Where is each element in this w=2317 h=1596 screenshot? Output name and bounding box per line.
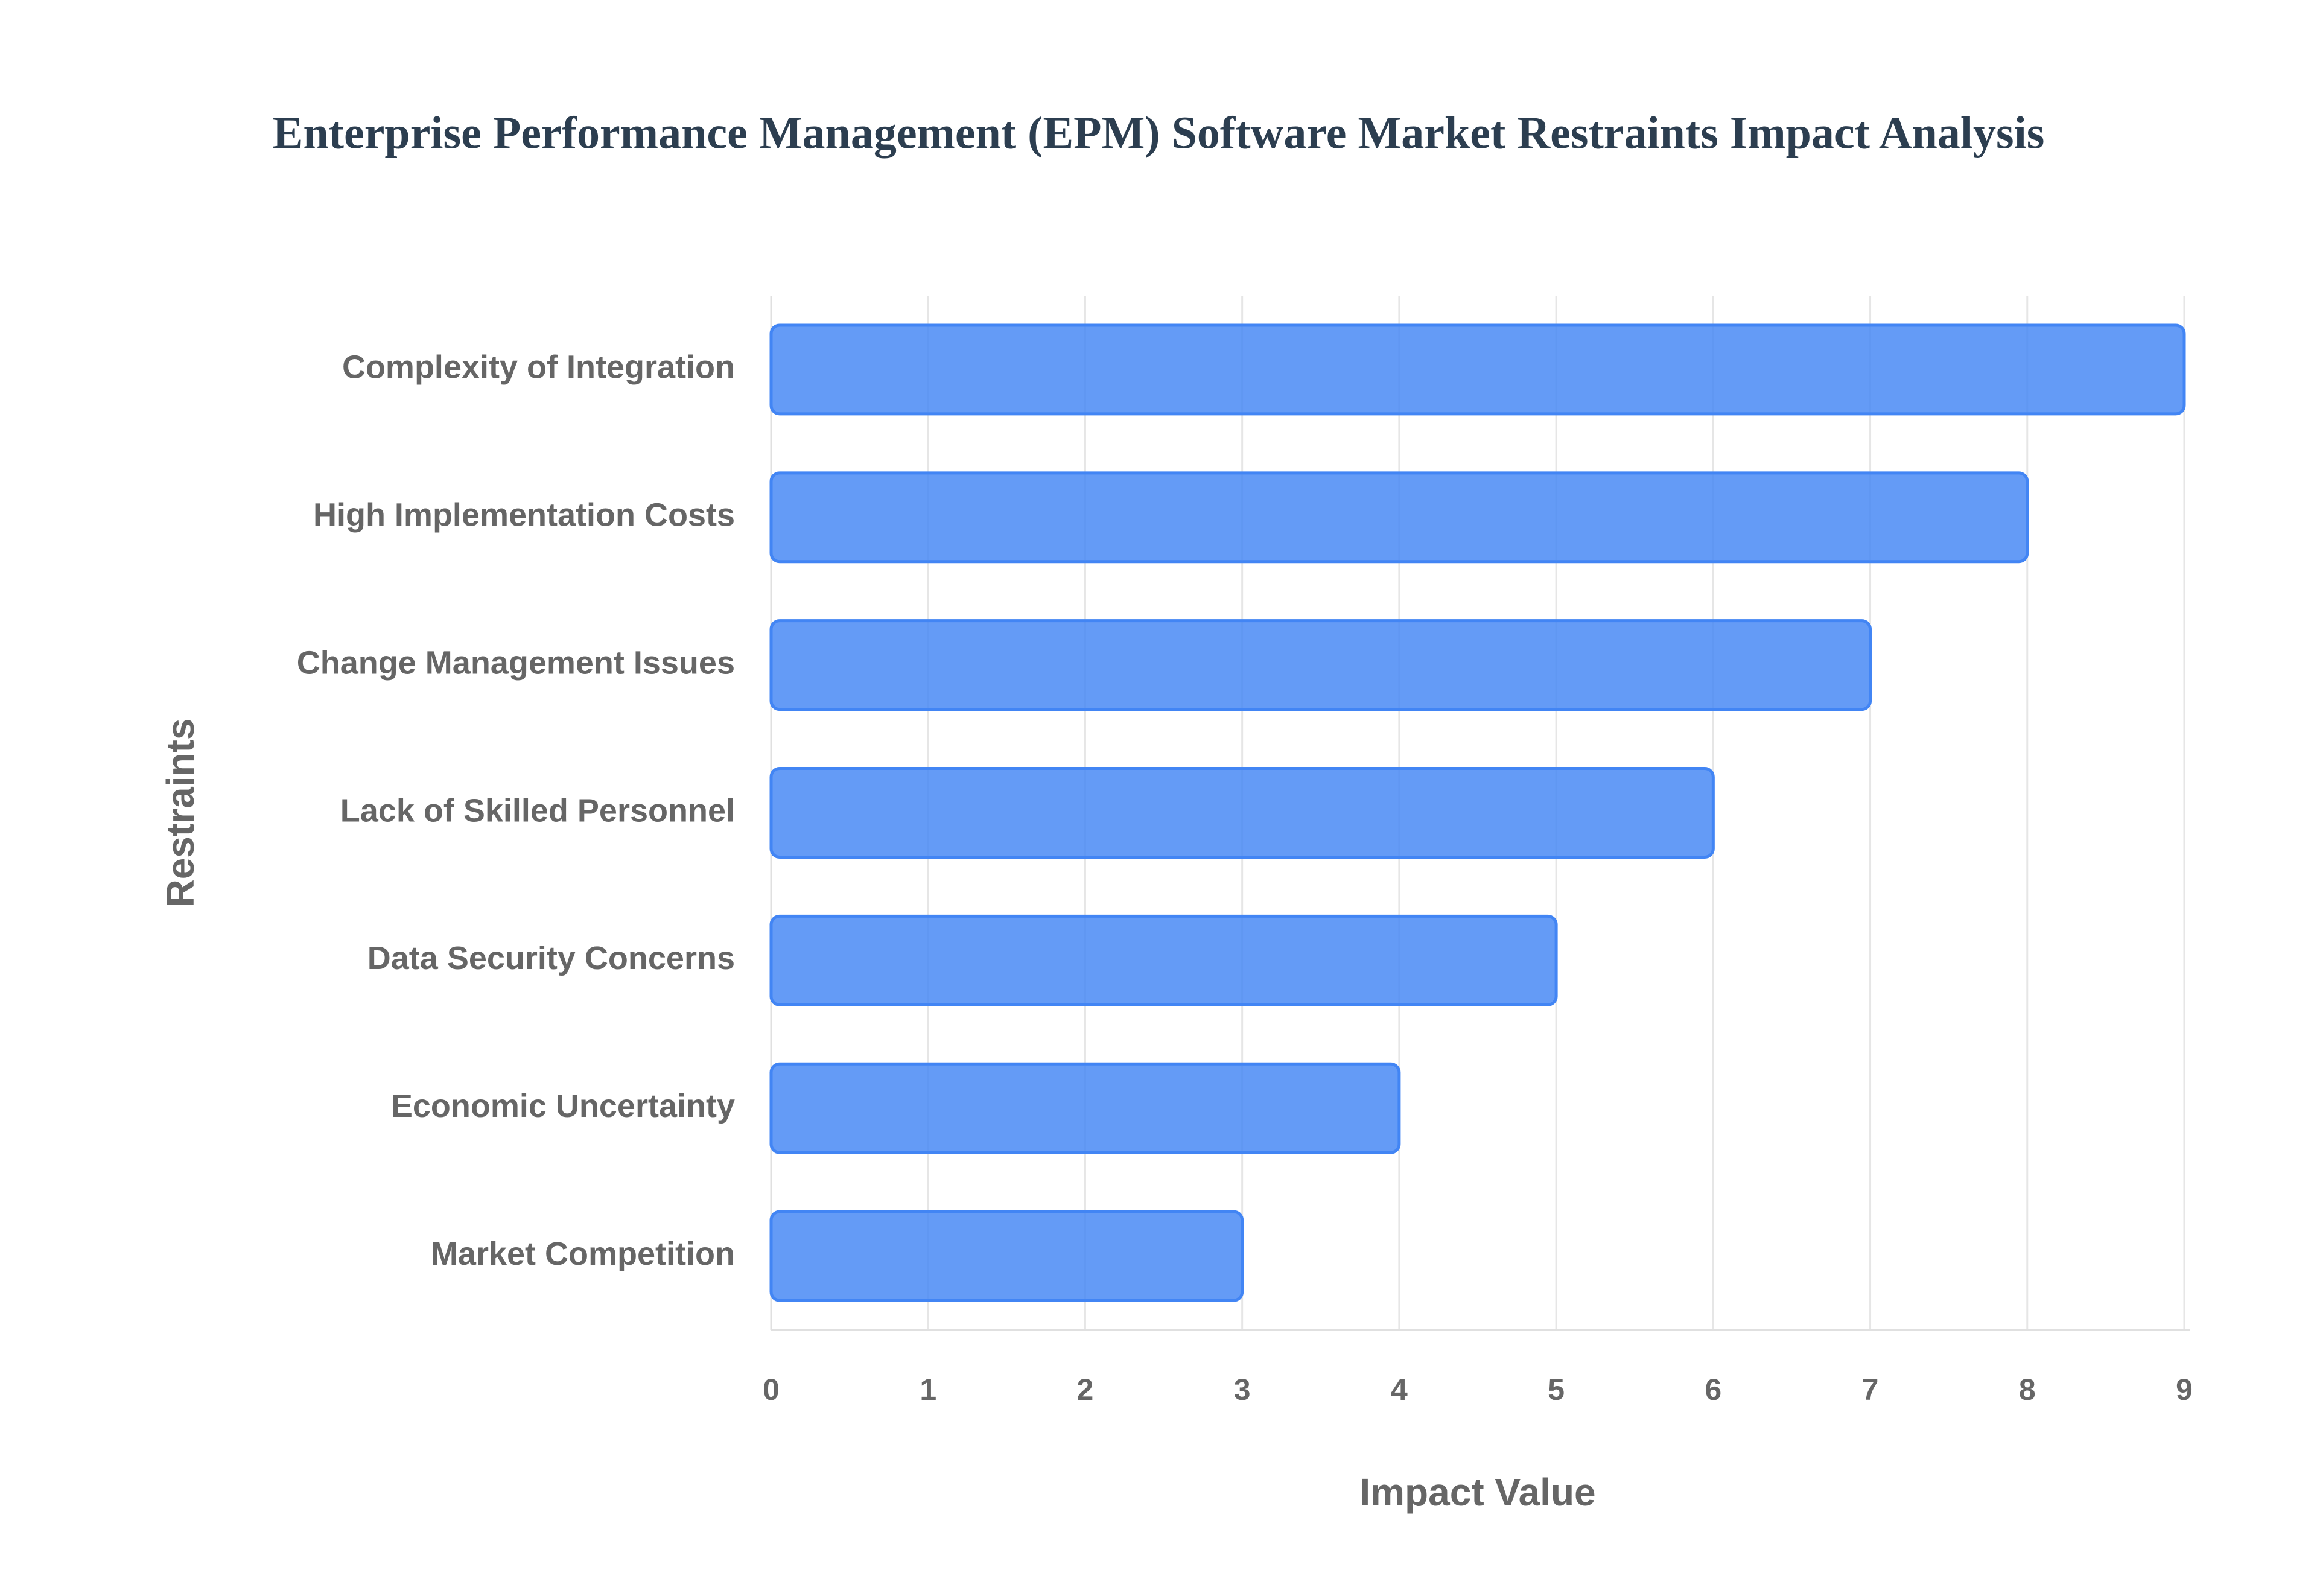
x-tick-label: 3 [1234,1373,1251,1407]
y-tick-label: Lack of Skilled Personnel [340,792,735,828]
x-tick-label: 7 [1862,1373,1879,1407]
y-tick-label: Change Management Issues [297,644,735,681]
bar [769,323,2186,416]
y-axis-title: Restraints [159,719,202,908]
y-tick-label: Data Security Concerns [367,940,735,976]
y-tick-label: Market Competition [431,1236,735,1272]
x-axis-title: Impact Value [1359,1470,1595,1514]
x-tick-label: 6 [1705,1373,1721,1407]
chart-title: Enterprise Performance Management (EPM) … [273,107,2045,158]
x-tick-label: 4 [1391,1373,1408,1407]
y-tick-label: Economic Uncertainty [391,1088,735,1124]
x-tick-label: 9 [2176,1373,2193,1407]
x-tick-label: 5 [1548,1373,1565,1407]
x-tick-label: 1 [920,1373,936,1407]
bar [769,914,1558,1006]
bar [769,619,1872,711]
x-tick-label: 0 [763,1373,780,1407]
bar [769,767,1715,859]
bar [769,471,2029,564]
x-tick-label: 8 [2019,1373,2036,1407]
y-tick-label: Complexity of Integration [342,349,735,386]
x-tick-label: 2 [1077,1373,1094,1407]
y-tick-label: High Implementation Costs [313,497,735,533]
bar [769,1210,1244,1302]
bar [769,1062,1401,1154]
